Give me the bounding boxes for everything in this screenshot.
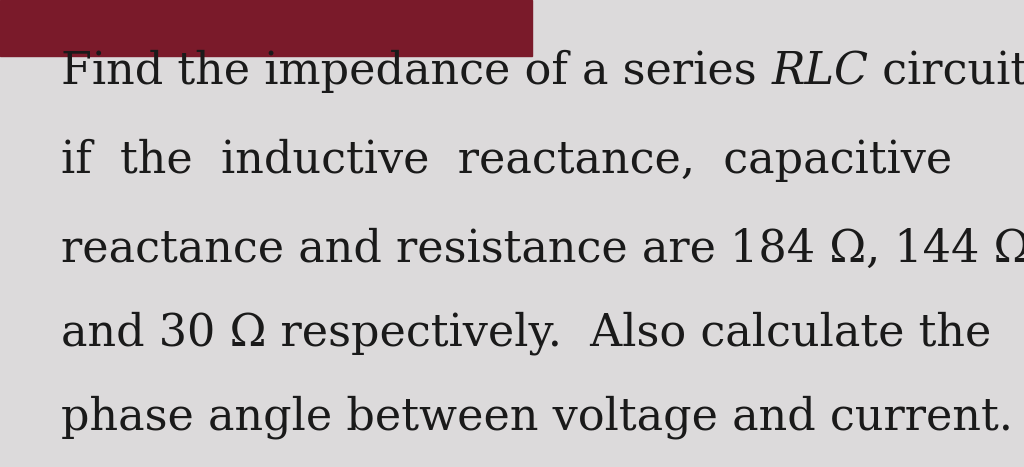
Text: phase angle between voltage and current.: phase angle between voltage and current. <box>61 396 1014 439</box>
Text: Find the impedance of a series: Find the impedance of a series <box>61 50 771 93</box>
Text: circuit: circuit <box>868 50 1024 93</box>
Text: reactance and resistance are 184 Ω, 144 Ω: reactance and resistance are 184 Ω, 144 … <box>61 227 1024 270</box>
Text: RLC: RLC <box>771 50 868 93</box>
Text: and 30 Ω respectively.  Also calculate the: and 30 Ω respectively. Also calculate th… <box>61 311 992 355</box>
Text: if  the  inductive  reactance,  capacitive: if the inductive reactance, capacitive <box>61 139 952 182</box>
Bar <box>0 0 532 56</box>
